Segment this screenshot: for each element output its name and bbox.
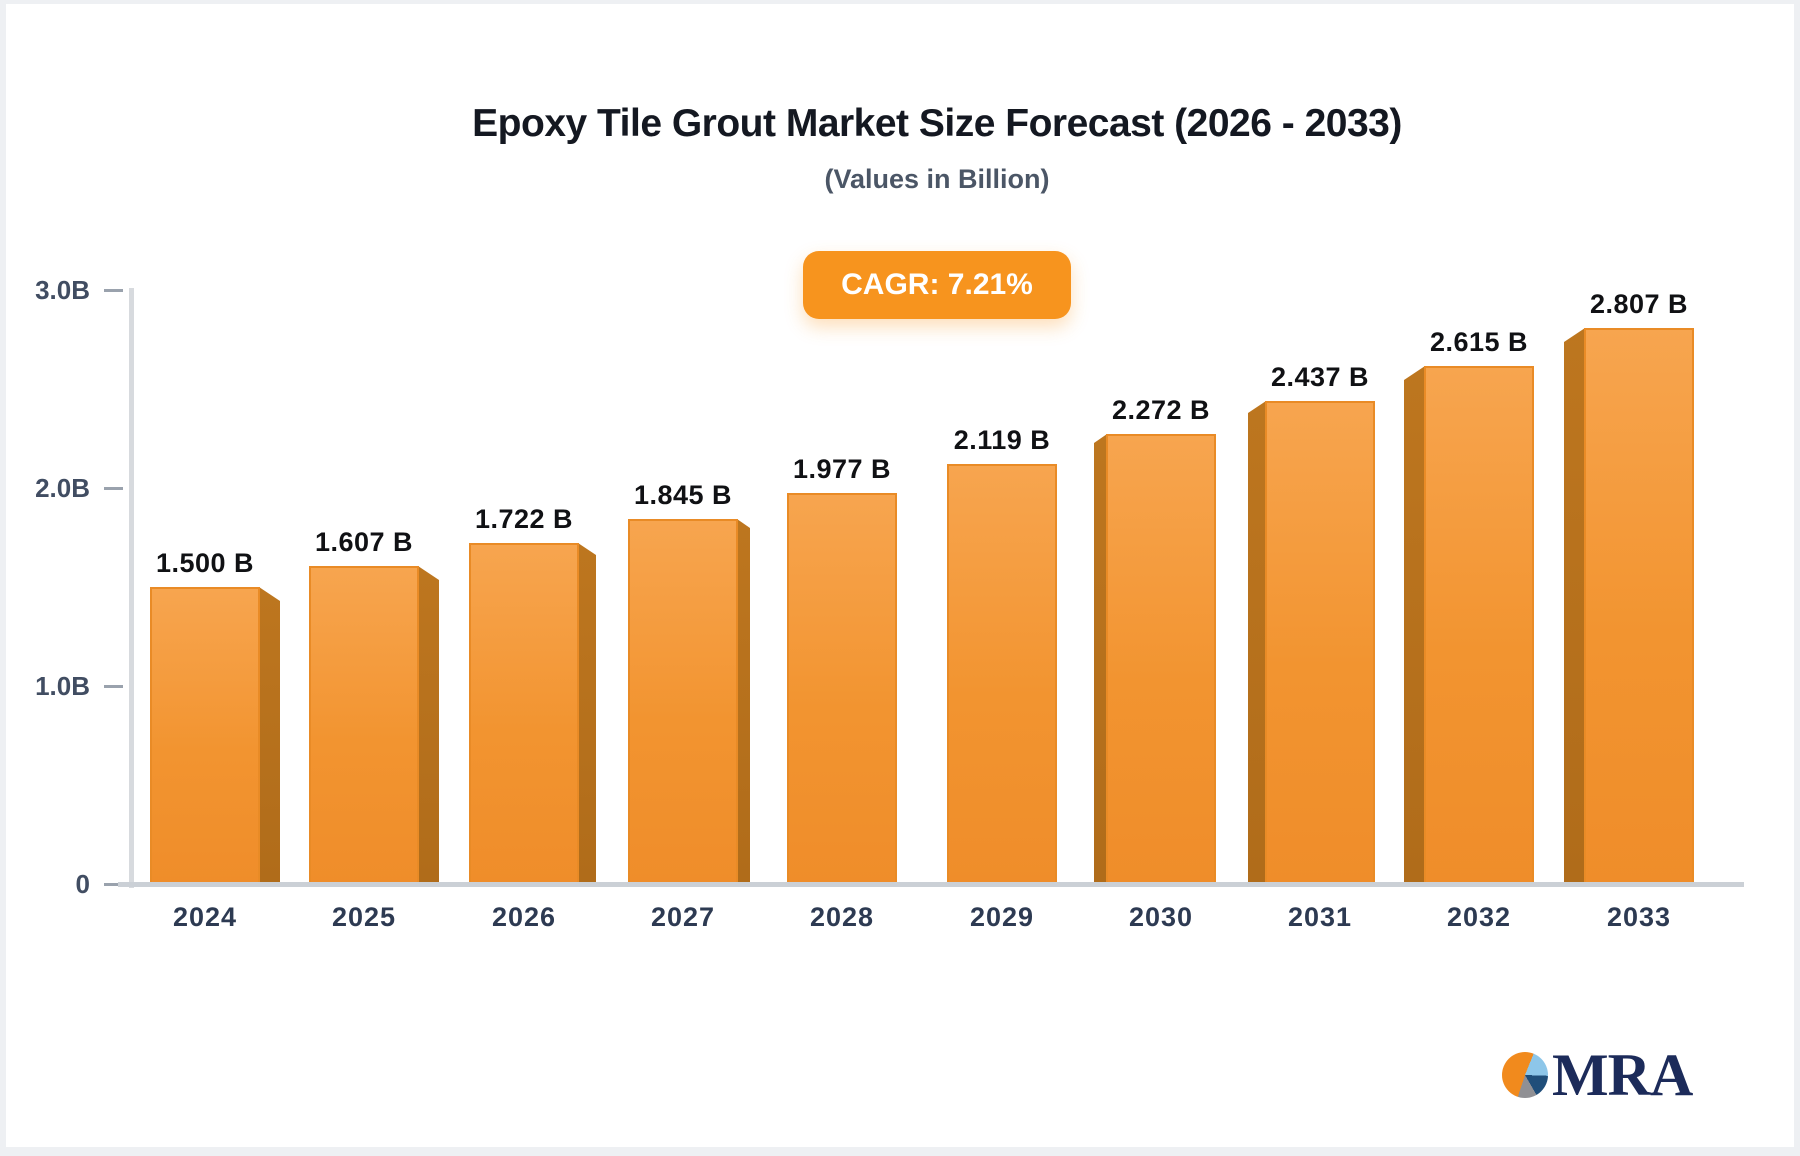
bar-2033	[1584, 328, 1694, 884]
bar-2027	[628, 519, 738, 884]
x-axis-label-2027: 2027	[650, 902, 716, 932]
bar-3d-side	[737, 519, 750, 884]
pie-chart-logo-icon	[1502, 1052, 1548, 1098]
x-axis-label-2024: 2024	[172, 902, 238, 932]
x-axis-label-2026: 2026	[491, 902, 557, 932]
bar-3d-side	[259, 587, 280, 884]
bar-3d-side	[418, 566, 439, 884]
bar-2028	[787, 493, 897, 884]
y-axis-tick-mark	[104, 487, 123, 490]
chart-title: Epoxy Tile Grout Market Size Forecast (2…	[472, 102, 1402, 145]
chart-subtitle: (Values in Billion)	[824, 164, 1050, 194]
bar-value-label: 2.119 B	[953, 425, 1051, 455]
bar-2032	[1424, 366, 1534, 884]
x-axis-label-2033: 2033	[1606, 902, 1672, 932]
x-axis-label-2025: 2025	[331, 902, 397, 932]
bar-3d-side	[1564, 328, 1585, 884]
bar-2029	[947, 464, 1057, 884]
bar-value-label: 2.615 B	[1429, 327, 1529, 357]
bar-2026	[469, 543, 579, 884]
bar-value-label: 2.437 B	[1270, 362, 1370, 392]
cagr-badge: CAGR: 7.21%	[803, 251, 1071, 319]
bar-2030	[1106, 434, 1216, 884]
bar-value-label: 1.500 B	[155, 548, 255, 578]
cagr-badge-row: CAGR: 7.21%	[131, 251, 1743, 319]
x-axis-label-2028: 2028	[809, 902, 875, 932]
x-axis-label-2031: 2031	[1287, 902, 1353, 932]
y-axis-tick-mark	[104, 289, 123, 292]
bar-3d-side	[1094, 434, 1107, 884]
bar-2025	[309, 566, 419, 884]
bar-3d-side	[1248, 401, 1266, 884]
bar-value-label: 2.807 B	[1589, 289, 1689, 319]
y-axis-tick-label: 2.0B	[35, 473, 90, 503]
y-axis-tick-mark	[104, 685, 123, 688]
bar-value-label: 1.607 B	[314, 527, 414, 557]
logo-text: MRA	[1552, 1042, 1693, 1108]
bar-3d-side	[578, 543, 596, 884]
bar-2031	[1265, 401, 1375, 884]
x-axis-label-2032: 2032	[1446, 902, 1512, 932]
y-axis-tick-label: 0	[75, 869, 90, 899]
bar-value-label: 2.272 B	[1111, 395, 1211, 425]
y-axis-tick-label: 1.0B	[35, 671, 90, 701]
y-axis-line	[129, 288, 134, 888]
bar-2024	[150, 587, 260, 884]
mra-logo: MRA	[1502, 1040, 1693, 1110]
chart-card: Epoxy Tile Grout Market Size Forecast (2…	[6, 4, 1794, 1147]
x-axis-label-2030: 2030	[1128, 902, 1194, 932]
bar-value-label: 1.977 B	[792, 454, 892, 484]
bar-3d-side	[1404, 366, 1425, 884]
x-axis-label-2029: 2029	[969, 902, 1035, 932]
bar-value-label: 1.722 B	[474, 504, 574, 534]
x-axis-baseline	[118, 882, 1744, 887]
y-axis-tick-label: 3.0B	[35, 275, 90, 305]
bar-value-label: 1.845 B	[633, 480, 733, 510]
y-axis-tick-mark	[104, 883, 123, 886]
